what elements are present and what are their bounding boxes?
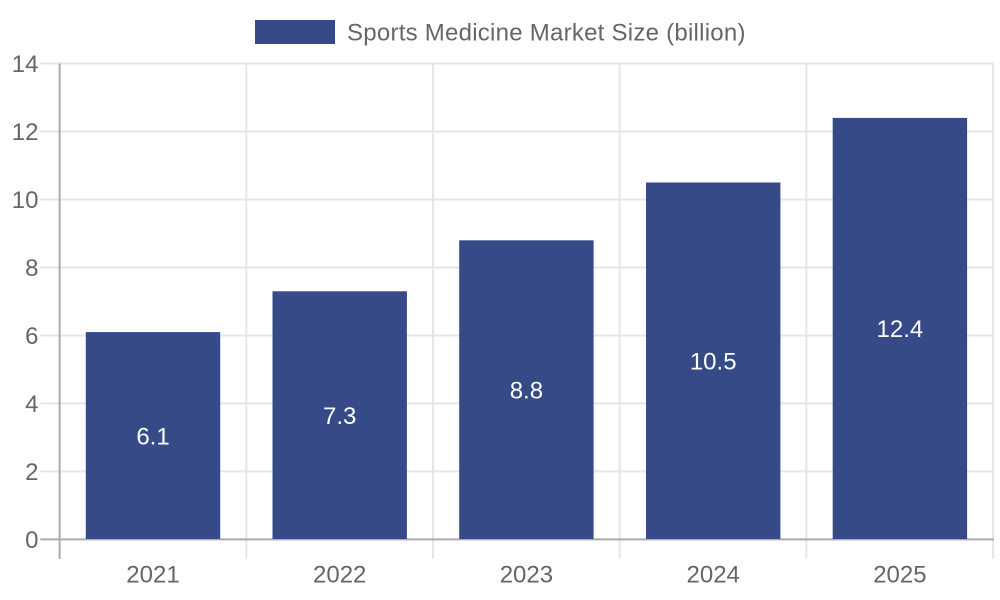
svg-text:14: 14 [12,51,39,78]
svg-text:2025: 2025 [873,561,926,588]
svg-text:Sports Medicine Market Size (b: Sports Medicine Market Size (billion) [347,19,746,46]
svg-text:2022: 2022 [313,561,366,588]
svg-text:10: 10 [12,187,39,214]
svg-text:4: 4 [25,391,38,418]
svg-text:6: 6 [25,323,38,350]
svg-text:10.5: 10.5 [690,349,737,376]
svg-text:0: 0 [25,527,38,554]
svg-text:2: 2 [25,459,38,486]
svg-text:2023: 2023 [500,561,553,588]
svg-text:12.4: 12.4 [877,316,924,343]
svg-text:2021: 2021 [126,561,179,588]
svg-text:2024: 2024 [687,561,740,588]
svg-text:7.3: 7.3 [323,403,356,430]
svg-text:8.8: 8.8 [510,377,543,404]
svg-text:8: 8 [25,255,38,282]
svg-text:6.1: 6.1 [136,423,169,450]
svg-text:12: 12 [12,119,39,146]
